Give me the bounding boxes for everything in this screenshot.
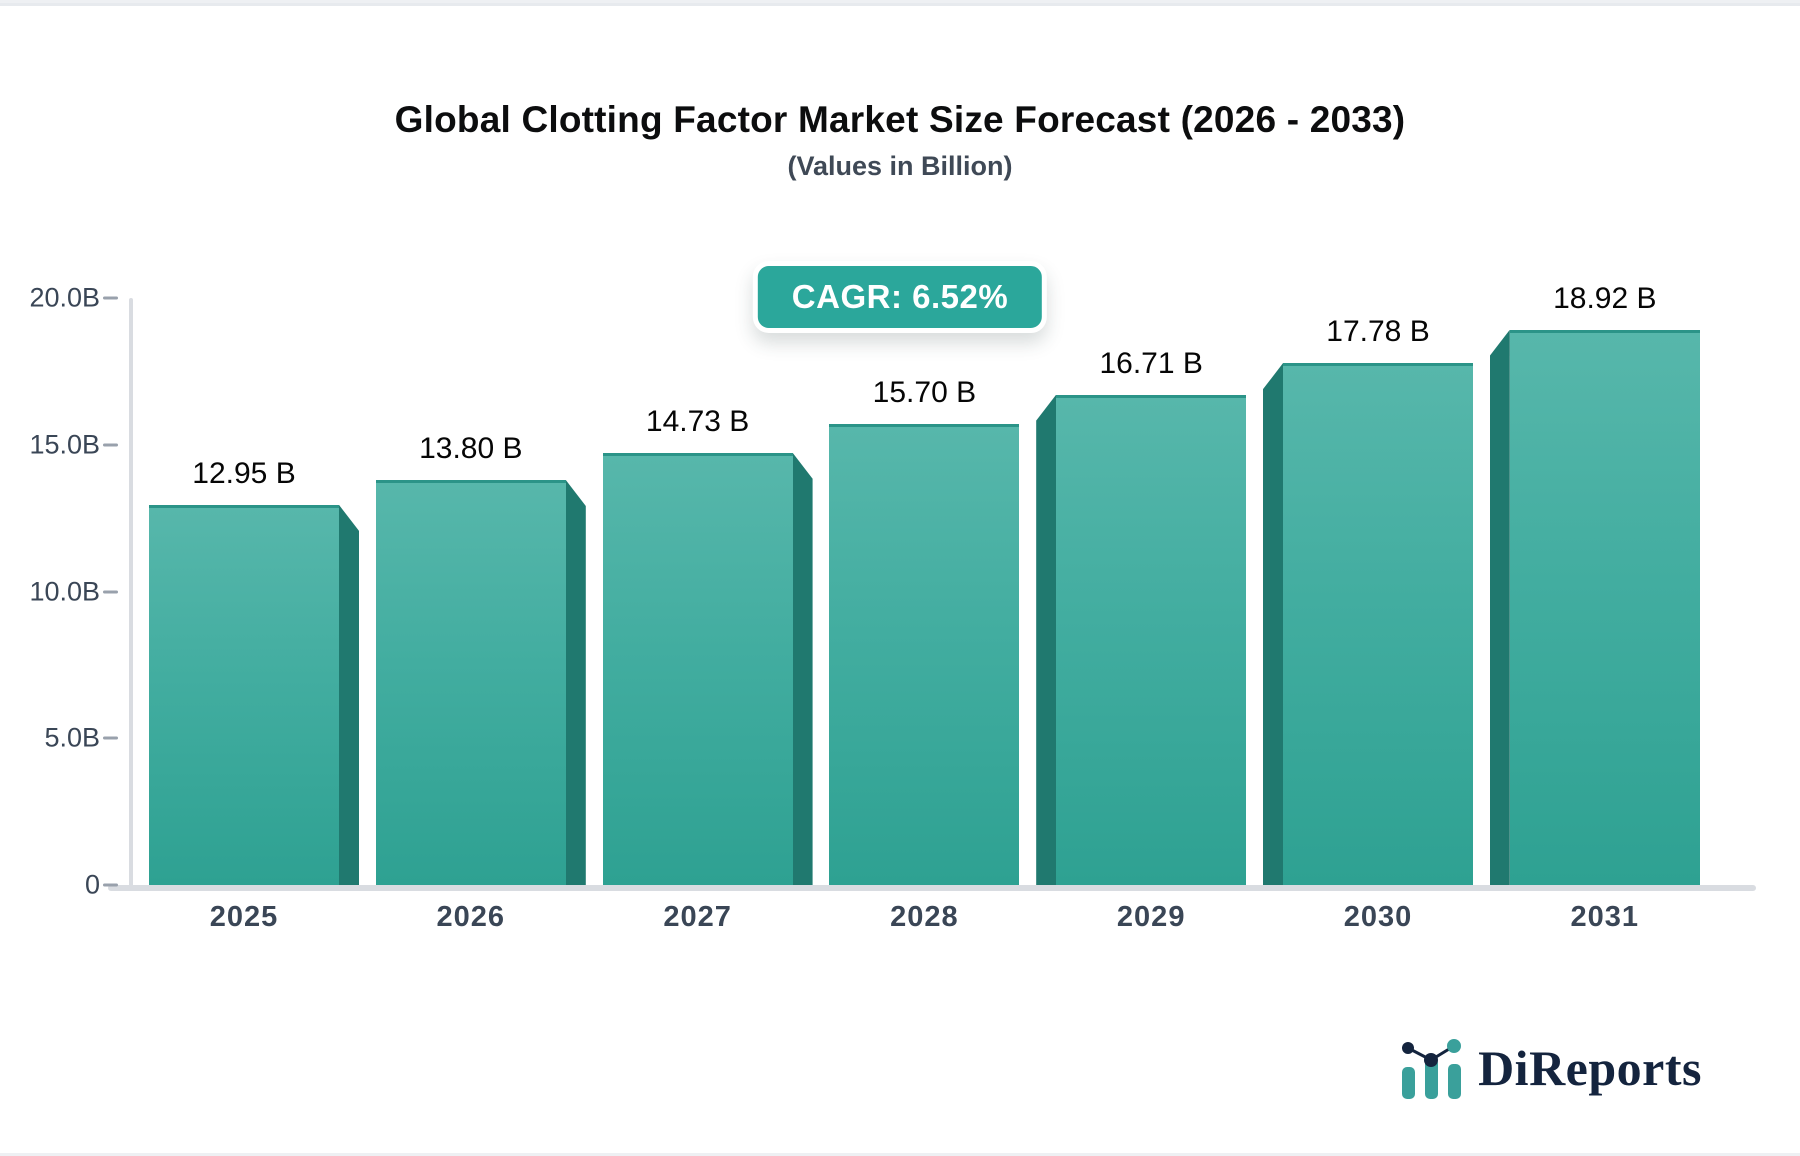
- mini-bar-line-chart-icon: [1402, 1039, 1462, 1099]
- bar-face: [149, 504, 339, 885]
- bar-face: [829, 424, 1020, 885]
- y-axis-tick-mark: [103, 296, 118, 300]
- bar-2031: [1489, 329, 1700, 885]
- x-axis-baseline: [108, 885, 1756, 891]
- bar-2025: [149, 504, 359, 885]
- bar-2027: [602, 452, 813, 885]
- y-axis-tick-label: 0: [84, 869, 100, 900]
- bar-value-label: 18.92 B: [1553, 281, 1657, 315]
- y-axis-tick-mark: [103, 883, 118, 887]
- bar-2030: [1263, 363, 1473, 885]
- bar-2028: [829, 424, 1020, 885]
- bar-face: [1056, 394, 1247, 885]
- x-axis-label-2028: 2028: [890, 901, 959, 933]
- bar-3d-side: [565, 479, 586, 885]
- x-axis-label-2027: 2027: [663, 901, 732, 933]
- bar-2026: [375, 479, 586, 885]
- x-axis-label-2026: 2026: [436, 901, 506, 933]
- brand-logo: DiReports: [1396, 1031, 1702, 1105]
- brand-name: DiReports: [1478, 1040, 1702, 1096]
- bar-value-label: 13.80 B: [419, 431, 523, 465]
- bar-3d-side: [339, 504, 359, 885]
- y-axis-tick-mark: [103, 443, 118, 447]
- window-edge: [0, 3, 1800, 6]
- bar-3d-side: [1036, 394, 1057, 885]
- x-axis-label-2029: 2029: [1116, 901, 1186, 933]
- bar-3d-side: [792, 452, 813, 885]
- y-axis-tick-label: 15.0B: [29, 429, 100, 460]
- cagr-badge: CAGR: 6.52%: [752, 261, 1048, 333]
- bar-face: [1283, 363, 1473, 885]
- chart-title: Global Clotting Factor Market Size Forec…: [394, 99, 1406, 140]
- x-axis-label-2030: 2030: [1343, 901, 1413, 933]
- bar-value-label: 16.71 B: [1099, 346, 1203, 380]
- bar-chart-plot-area: 20.0B 15.0B 10.0B 5.0B 0: [0, 283, 1800, 900]
- x-axis-label-2025: 2025: [209, 901, 279, 933]
- bar-2029: [1036, 394, 1247, 885]
- bar-value-label: 15.70 B: [872, 376, 977, 410]
- y-axis-tick-label: 10.0B: [29, 576, 100, 606]
- bar-value-label: 12.95 B: [192, 456, 296, 490]
- y-axis-tick-label: 20.0B: [29, 282, 100, 313]
- chart-subtitle: (Values in Billion): [787, 151, 1013, 181]
- y-axis-tick-label: 5.0B: [44, 722, 100, 753]
- bar-face: [1509, 329, 1700, 885]
- bar-face: [375, 479, 566, 885]
- y-axis-line: [129, 298, 133, 888]
- bar-3d-side: [1489, 329, 1510, 885]
- bar-face: [602, 452, 793, 885]
- bar-value-label: 17.78 B: [1326, 315, 1430, 349]
- bar-3d-side: [1263, 363, 1283, 885]
- chart-card: Global Clotting Factor Market Size Forec…: [0, 3, 1800, 1153]
- x-axis-label-2031: 2031: [1570, 901, 1640, 933]
- y-axis-tick-mark: [103, 736, 118, 740]
- bar-value-label: 14.73 B: [645, 404, 750, 438]
- y-axis-tick-mark: [103, 590, 118, 593]
